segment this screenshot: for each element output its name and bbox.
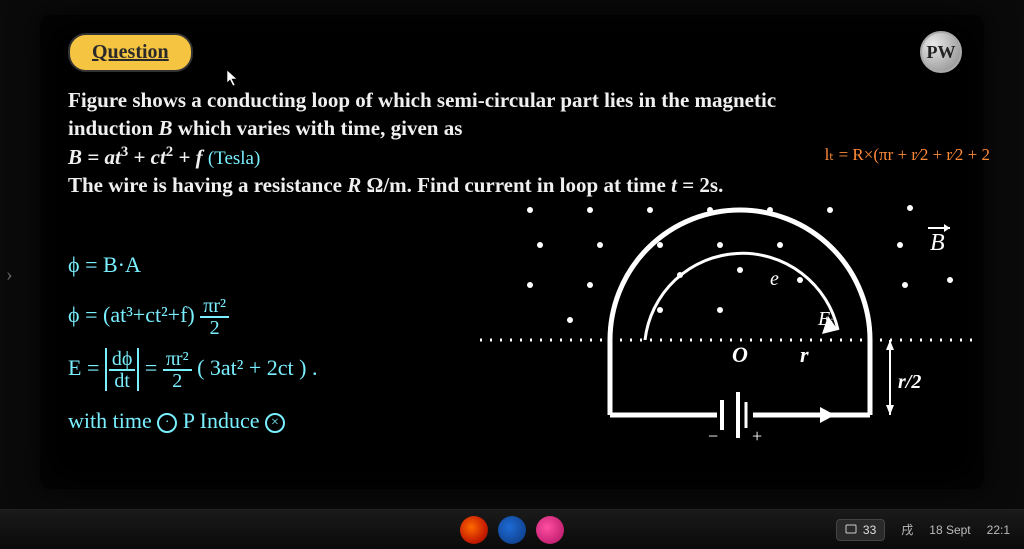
work-l4-b: P: [183, 408, 194, 433]
work-l3-tail: ( 3at² + 2ct ) .: [197, 355, 317, 380]
work-l3-abs: dϕ dt: [105, 348, 140, 391]
question-badge: Question: [68, 33, 193, 72]
work-line-4: with time · P Induce ×: [68, 401, 318, 441]
taskbar-right: 33 戌 18 Sept 22:1: [836, 510, 1010, 549]
work-l3-eq: =: [145, 355, 163, 380]
text-line-2a: induction: [68, 116, 158, 140]
brand-logo-text: PW: [927, 42, 956, 63]
eq-end: + f: [173, 145, 202, 169]
work-l3-absfrac: dϕ dt: [109, 349, 136, 391]
work-l3-frac: πr² 2: [163, 349, 192, 391]
notification-badge[interactable]: 33: [836, 519, 885, 541]
current-arrow-icon: [820, 407, 835, 423]
clock-time[interactable]: 22:1: [987, 523, 1010, 537]
var-R: R: [347, 173, 361, 197]
work-line-3: E = dϕ dt = πr² 2 ( 3at² + 2ct ) .: [68, 348, 318, 391]
handwritten-solution: ϕ = B·A ϕ = (at³+ct²+f) πr² 2 E = dϕ dt …: [68, 245, 318, 451]
chat-icon: [845, 524, 857, 536]
slide: Question PW Figure shows a conducting lo…: [40, 15, 984, 489]
work-l3-num: πr²: [163, 349, 192, 371]
label-B: B: [930, 230, 945, 256]
work-l2-frac: πr² 2: [200, 296, 229, 338]
text-line-3a: The wire is having a resistance: [68, 173, 347, 197]
work-l3-abs-num: dϕ: [109, 349, 136, 371]
work-l2-a: ϕ = (at³+ct²+f): [68, 302, 200, 327]
annot-length: lₜ = R×(πr + r⁄2 + r⁄2 + 2: [825, 145, 990, 165]
brand-logo: PW: [920, 31, 962, 73]
work-l3-den: 2: [163, 371, 192, 391]
taskbar-center: [460, 516, 564, 544]
eq-lhs: B = at: [68, 145, 121, 169]
annot-tesla: (Tesla): [208, 148, 260, 169]
work-l3-lhs: E =: [68, 355, 99, 380]
label-minus: −: [708, 426, 718, 446]
clock-date[interactable]: 18 Sept: [929, 523, 970, 537]
work-l3-abs-den: dt: [109, 371, 136, 391]
label-plus: +: [752, 426, 762, 446]
cursor-icon: [226, 69, 240, 87]
dimension-r2: r/2: [886, 340, 921, 415]
label-r: r: [800, 342, 809, 367]
text-line-1: Figure shows a conducting loop of which …: [68, 88, 776, 112]
dot-field-icon: [527, 205, 953, 323]
circuit-diagram: B e Eᵢ O r: [470, 190, 990, 490]
var-B: B: [158, 116, 172, 140]
work-line-2: ϕ = (at³+ct²+f) πr² 2: [68, 295, 318, 338]
work-line-1: ϕ = B·A: [68, 245, 318, 285]
media-icon[interactable]: [536, 516, 564, 544]
notif-count: 33: [863, 523, 876, 537]
work-l4-c: Induce: [200, 408, 265, 433]
b-vector-label: B: [928, 224, 950, 256]
text-line-2c: which varies with time, given as: [178, 116, 463, 140]
battery-icon: − +: [708, 392, 762, 446]
lang-indicator[interactable]: 戌: [901, 521, 913, 538]
work-l2-num: πr²: [200, 296, 229, 318]
inner-arc-icon: [645, 253, 838, 340]
taskbar[interactable]: 33 戌 18 Sept 22:1: [0, 509, 1024, 549]
label-r2: r/2: [898, 371, 921, 393]
app-icon[interactable]: [498, 516, 526, 544]
circle-odot-icon: ·: [157, 413, 177, 433]
label-Ei: Eᵢ: [817, 308, 833, 330]
browser-icon[interactable]: [460, 516, 488, 544]
circle-cross-icon: ×: [265, 413, 285, 433]
eq-mid: + ct: [128, 145, 166, 169]
problem-text: Figure shows a conducting loop of which …: [68, 86, 948, 200]
label-O: O: [732, 342, 748, 367]
work-l4-a: with time: [68, 408, 157, 433]
prev-slide-chevron[interactable]: ›: [6, 263, 13, 286]
work-l2-den: 2: [200, 318, 229, 338]
label-e: e: [770, 268, 779, 290]
